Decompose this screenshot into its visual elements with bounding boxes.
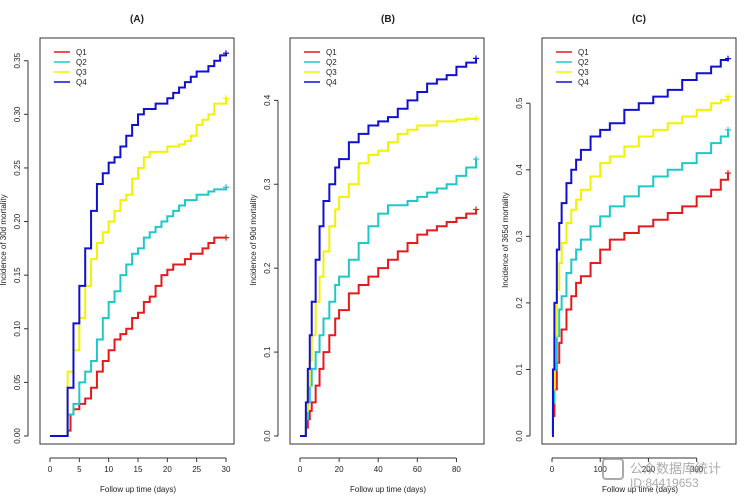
y-tick-label: 0.15 (13, 267, 22, 283)
legend-label: Q2 (578, 58, 589, 67)
x-tick-label: 0 (550, 465, 555, 474)
series-q4-line (551, 58, 729, 437)
y-tick-label: 0.05 (13, 374, 22, 390)
series-q3-line (50, 98, 227, 437)
legend-label: Q1 (578, 48, 589, 57)
y-tick-label: 0.2 (263, 262, 272, 274)
series-q1-line (50, 236, 226, 437)
censor-mark (725, 126, 731, 133)
x-tick-label: 10 (104, 465, 113, 474)
x-tick-label: 80 (452, 465, 461, 474)
y-tick-label: 0.0 (263, 430, 272, 442)
legend-label: Q4 (326, 78, 337, 87)
x-tick-label: 30 (222, 465, 231, 474)
watermark-line2: ID:84419653 (630, 476, 699, 490)
x-tick-label: 20 (163, 465, 172, 474)
series-q1-line (300, 209, 477, 437)
legend-label: Q3 (326, 68, 337, 77)
x-tick-label: 25 (192, 465, 201, 474)
series-q4-line (50, 53, 227, 437)
y-tick-label: 0.1 (263, 346, 272, 358)
y-axis-label: Incidence of 30d mortality (0, 194, 8, 285)
x-tick-label: 100 (594, 465, 608, 474)
series-q1-line (551, 173, 729, 437)
y-tick-label: 0.35 (13, 52, 22, 68)
censor-mark (725, 170, 731, 177)
watermark-logo-icon (602, 458, 624, 480)
series-q2-line (300, 159, 477, 437)
x-tick-label: 200 (642, 465, 656, 474)
censor-mark (473, 115, 479, 122)
censor-mark (473, 206, 479, 213)
censor-mark (473, 55, 479, 62)
legend-label: Q1 (326, 48, 337, 57)
censor-mark (473, 156, 479, 163)
legend-label: Q2 (326, 58, 337, 67)
censor-mark (223, 234, 229, 241)
watermark-line1: 公众数据库统计 (630, 461, 722, 476)
panel-title: (C) (632, 14, 646, 25)
x-tick-label: 300 (690, 465, 704, 474)
y-tick-label: 0.00 (13, 428, 22, 444)
x-tick-label: 5 (77, 465, 82, 474)
legend-label: Q3 (578, 68, 589, 77)
y-tick-label: 0.10 (13, 320, 22, 336)
censor-mark (725, 93, 731, 100)
y-tick-label: 0.3 (515, 230, 524, 242)
panel-title: (B) (381, 14, 395, 25)
x-axis-label: Follow up time (days) (100, 485, 176, 494)
panel-title: (A) (130, 14, 144, 25)
x-tick-label: 20 (335, 465, 344, 474)
y-tick-label: 0.20 (13, 213, 22, 229)
x-tick-label: 40 (374, 465, 383, 474)
y-tick-label: 0.2 (515, 297, 524, 309)
legend-label: Q3 (76, 68, 87, 77)
x-tick-label: 0 (48, 465, 53, 474)
series-q2-line (551, 129, 729, 437)
y-tick-label: 0.0 (515, 430, 524, 442)
y-tick-label: 0.4 (515, 164, 524, 176)
plot-frame (289, 37, 485, 445)
x-tick-label: 0 (298, 465, 303, 474)
censor-mark (223, 50, 229, 57)
censor-mark (725, 55, 731, 62)
y-tick-label: 0.30 (13, 106, 22, 122)
plot-frame (39, 37, 235, 445)
y-tick-label: 0.1 (515, 363, 524, 375)
y-tick-label: 0.25 (13, 160, 22, 176)
x-axis-label: Follow up time (days) (350, 485, 426, 494)
y-tick-label: 0.3 (263, 178, 272, 190)
x-tick-label: 60 (413, 465, 422, 474)
plot-frame (541, 37, 737, 445)
legend-label: Q4 (76, 78, 87, 87)
x-axis-label: Follow up time (days) (602, 485, 678, 494)
censor-mark (223, 184, 229, 191)
legend-label: Q2 (76, 58, 87, 67)
series-q2-line (50, 187, 227, 437)
y-axis-label: Incidence of 365d mortality (501, 192, 510, 288)
series-q3-line (300, 117, 476, 437)
x-tick-label: 15 (134, 465, 143, 474)
censor-mark (223, 95, 229, 102)
y-tick-label: 0.4 (263, 94, 272, 106)
legend-label: Q1 (76, 48, 87, 57)
y-axis-label: Incidence of 90d mortality (249, 194, 258, 285)
y-tick-label: 0.5 (515, 97, 524, 109)
series-q3-line (551, 96, 729, 437)
legend-label: Q4 (578, 78, 589, 87)
series-q4-line (300, 58, 477, 437)
